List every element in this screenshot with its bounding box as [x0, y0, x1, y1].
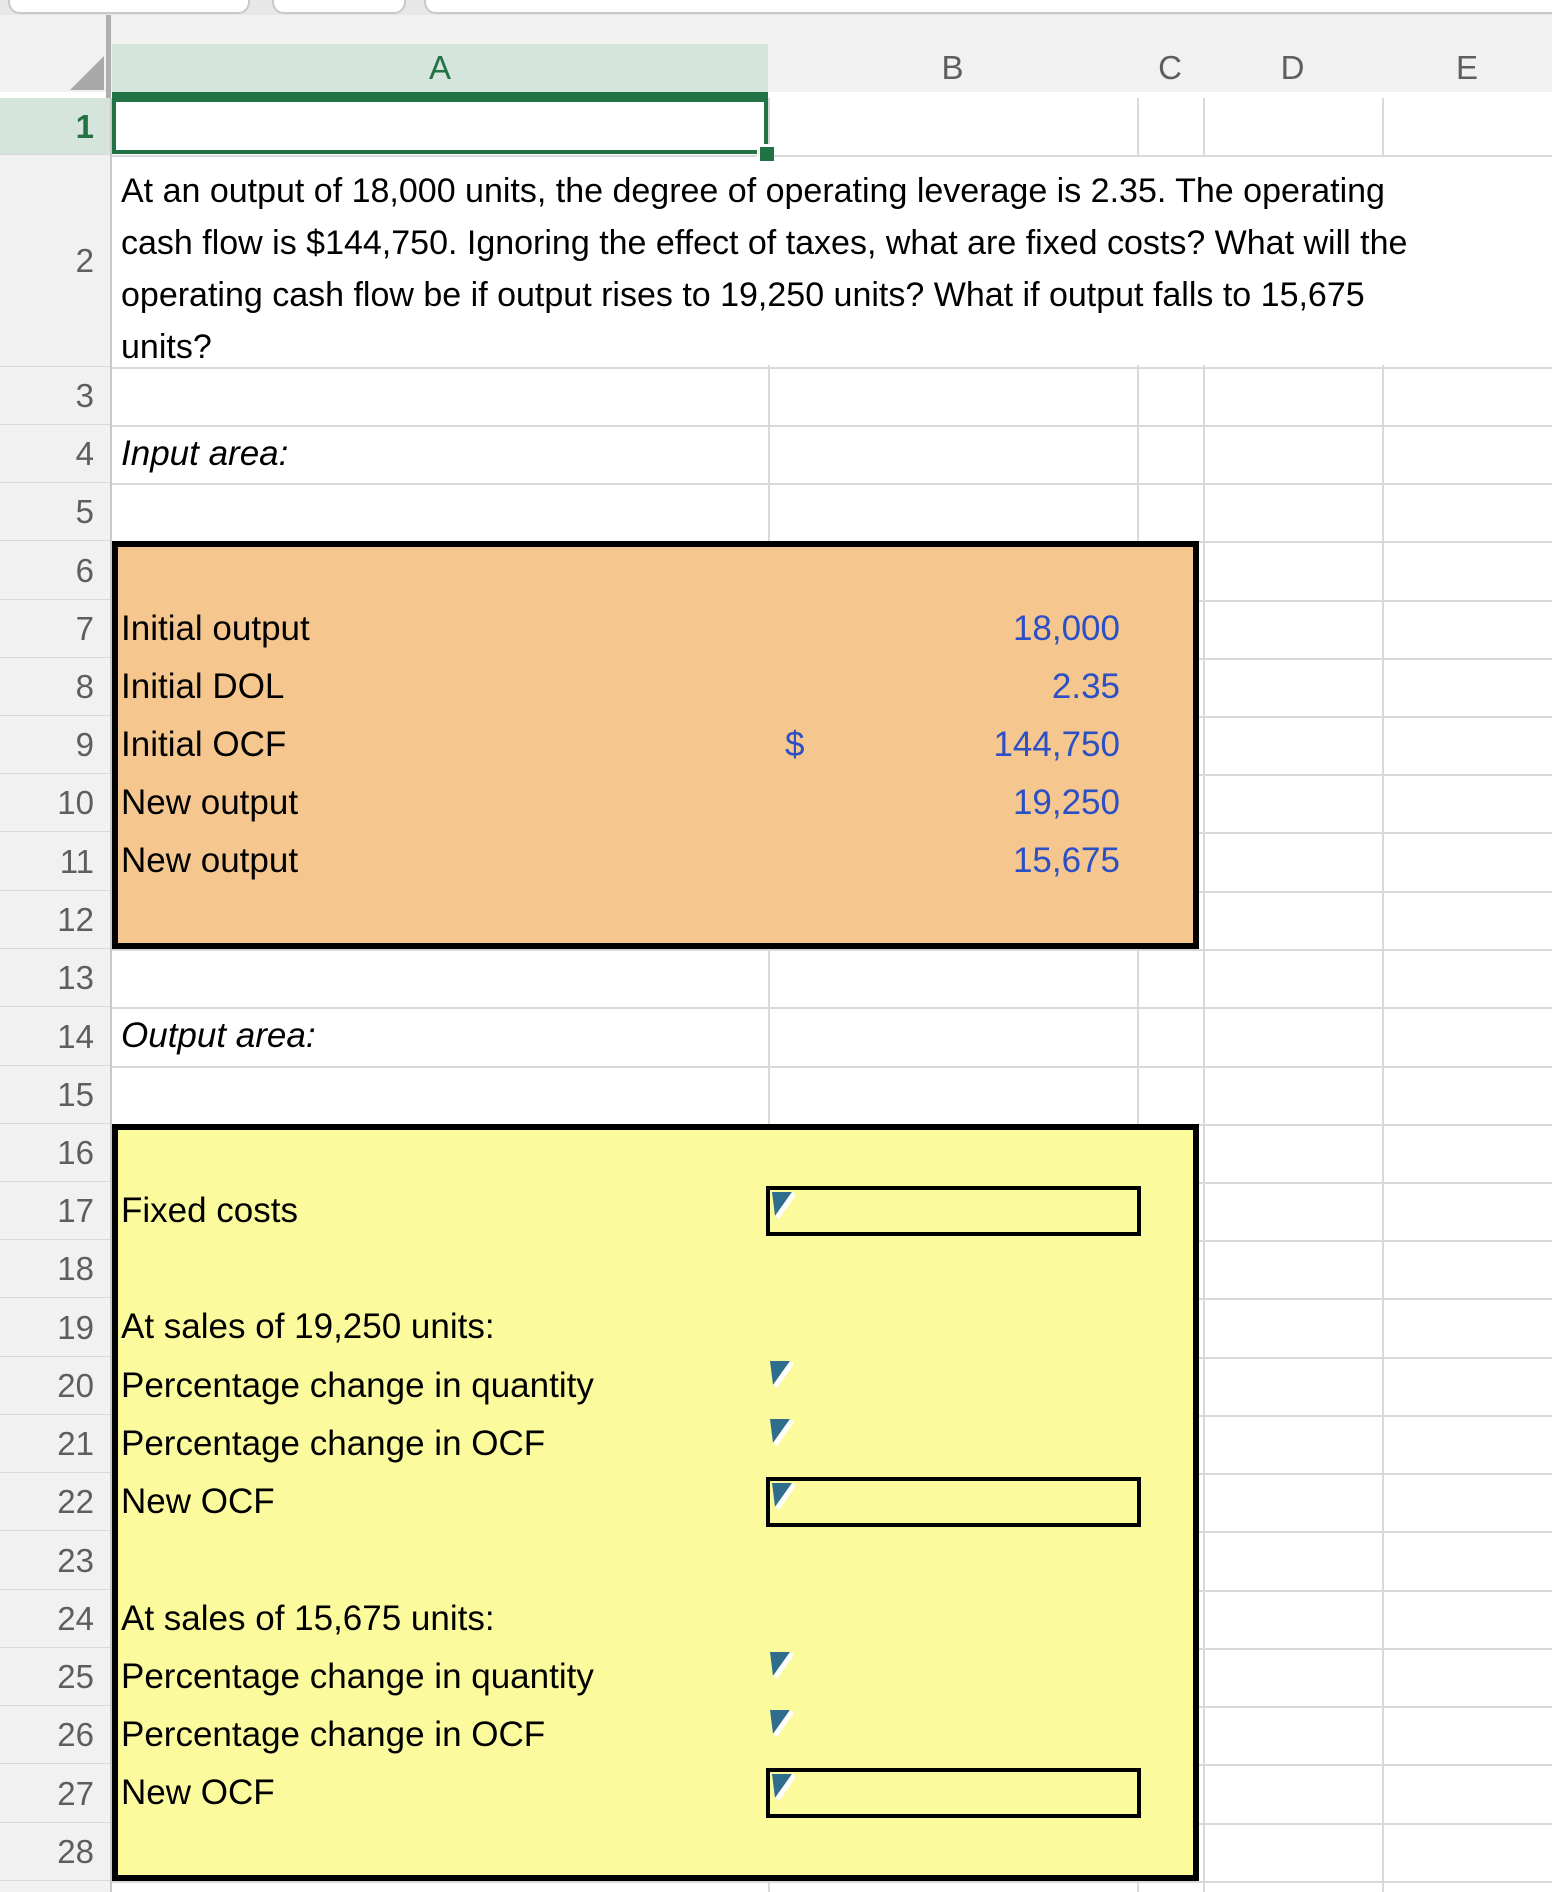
row-header-16[interactable]: 16 — [0, 1124, 110, 1182]
sales-19250-heading[interactable]: At sales of 19,250 units: — [121, 1307, 495, 1346]
row-header-6[interactable]: 6 — [0, 541, 110, 600]
flag-triangle-icon — [770, 1710, 793, 1737]
new-ocf-label[interactable]: New OCF — [121, 1482, 275, 1521]
column-header-A[interactable]: A — [112, 44, 768, 92]
output-area-label[interactable]: Output area: — [121, 1016, 316, 1055]
flag-triangle-icon — [772, 1483, 795, 1510]
flag-triangle-icon — [772, 1774, 795, 1801]
question-text: At an output of 18,000 units, the degree… — [121, 172, 1408, 366]
currency-symbol: $ — [785, 725, 805, 764]
output-box — [112, 1124, 1199, 1881]
new-ocf-label[interactable]: New OCF — [121, 1773, 275, 1812]
row-header-21[interactable]: 21 — [0, 1415, 110, 1473]
row-header-3[interactable]: 3 — [0, 367, 110, 425]
row-header-9[interactable]: 9 — [0, 716, 110, 774]
horizontal-gridline — [112, 949, 1552, 951]
input-row-value[interactable]: 19,250 — [1012, 783, 1120, 822]
horizontal-gridline — [112, 1881, 1552, 1883]
pct-change-quantity-label[interactable]: Percentage change in quantity — [121, 1657, 594, 1696]
header-divider — [106, 15, 111, 98]
input-row-value[interactable]: 144,750 — [993, 725, 1120, 764]
cell-A2-question[interactable]: At an output of 18,000 units, the degree… — [112, 157, 1552, 366]
row-header-14[interactable]: 14 — [0, 1007, 110, 1066]
input-row-label[interactable]: Initial output — [121, 609, 310, 648]
pct-change-ocf-label[interactable]: Percentage change in OCF — [121, 1715, 546, 1754]
row-header-5[interactable]: 5 — [0, 483, 110, 541]
row-header-25[interactable]: 25 — [0, 1648, 110, 1706]
flag-triangle-icon — [772, 1192, 795, 1219]
row-header-10[interactable]: 10 — [0, 774, 110, 832]
input-box — [112, 541, 1199, 949]
row-header-2[interactable]: 2 — [0, 155, 110, 367]
header-band — [0, 15, 1552, 44]
row-header-1[interactable]: 1 — [0, 98, 110, 155]
row-header-19[interactable]: 19 — [0, 1298, 110, 1357]
row-header-22[interactable]: 22 — [0, 1473, 110, 1531]
flag-triangle-icon — [770, 1652, 793, 1679]
vertical-gridline — [768, 98, 770, 1892]
answer-cell-new-ocf-15675[interactable] — [766, 1768, 1141, 1818]
row-header-15[interactable]: 15 — [0, 1066, 110, 1124]
row-header-12[interactable]: 12 — [0, 891, 110, 949]
browser-tab[interactable] — [424, 0, 1552, 14]
row-header-13[interactable]: 13 — [0, 949, 110, 1007]
pct-change-quantity-label[interactable]: Percentage change in quantity — [121, 1366, 594, 1405]
row-header-20[interactable]: 20 — [0, 1357, 110, 1415]
input-row-label[interactable]: New output — [121, 783, 299, 822]
browser-tab[interactable] — [8, 0, 250, 14]
horizontal-gridline — [112, 483, 1552, 485]
row-header-28[interactable]: 28 — [0, 1823, 110, 1881]
select-all-triangle-icon[interactable] — [70, 56, 104, 90]
row-header-7[interactable]: 7 — [0, 600, 110, 658]
selected-column-underline — [112, 92, 768, 98]
row-header-11[interactable]: 11 — [0, 832, 110, 891]
column-header-E[interactable]: E — [1455, 49, 1478, 86]
row-header-8[interactable]: 8 — [0, 658, 110, 716]
vertical-gridline — [1137, 98, 1139, 1892]
row-header-17[interactable]: 17 — [0, 1182, 110, 1240]
input-row-label[interactable]: Initial DOL — [121, 667, 285, 706]
fill-handle[interactable] — [757, 144, 774, 161]
column-header-B[interactable]: B — [941, 49, 964, 86]
input-row-value[interactable]: 15,675 — [1012, 841, 1120, 880]
vertical-gridline — [1382, 98, 1384, 1892]
cell-A1-selected[interactable] — [112, 98, 768, 154]
input-row-value[interactable]: 2.35 — [1051, 667, 1120, 706]
column-header-C[interactable]: C — [1158, 49, 1182, 86]
row-header-column — [0, 98, 112, 1892]
row-header-27[interactable]: 27 — [0, 1764, 110, 1823]
column-header-D[interactable]: D — [1280, 49, 1305, 86]
horizontal-gridline — [112, 1066, 1552, 1068]
flag-triangle-icon — [770, 1419, 793, 1446]
row-header-18[interactable]: 18 — [0, 1240, 110, 1298]
input-area-label[interactable]: Input area: — [121, 434, 289, 473]
input-row-value[interactable]: 18,000 — [1012, 609, 1120, 648]
row-header-23[interactable]: 23 — [0, 1531, 110, 1590]
horizontal-gridline — [112, 425, 1552, 427]
input-row-label[interactable]: New output — [121, 841, 299, 880]
row-header-24[interactable]: 24 — [0, 1590, 110, 1648]
row-header-26[interactable]: 26 — [0, 1706, 110, 1764]
vertical-gridline — [1203, 98, 1205, 1892]
browser-tab[interactable] — [272, 0, 406, 14]
answer-cell-fixed-costs[interactable] — [766, 1186, 1141, 1236]
fixed-costs-label[interactable]: Fixed costs — [121, 1191, 298, 1230]
browser-tab-strip — [0, 0, 1552, 15]
answer-cell-new-ocf-19250[interactable] — [766, 1477, 1141, 1527]
pct-change-ocf-label[interactable]: Percentage change in OCF — [121, 1424, 546, 1463]
horizontal-gridline — [112, 155, 1552, 157]
input-row-label[interactable]: Initial OCF — [121, 725, 287, 764]
sales-15675-heading[interactable]: At sales of 15,675 units: — [121, 1599, 495, 1638]
horizontal-gridline — [112, 1007, 1552, 1009]
flag-triangle-icon — [770, 1361, 793, 1388]
row-header-4[interactable]: 4 — [0, 425, 110, 483]
horizontal-gridline — [112, 367, 1552, 369]
